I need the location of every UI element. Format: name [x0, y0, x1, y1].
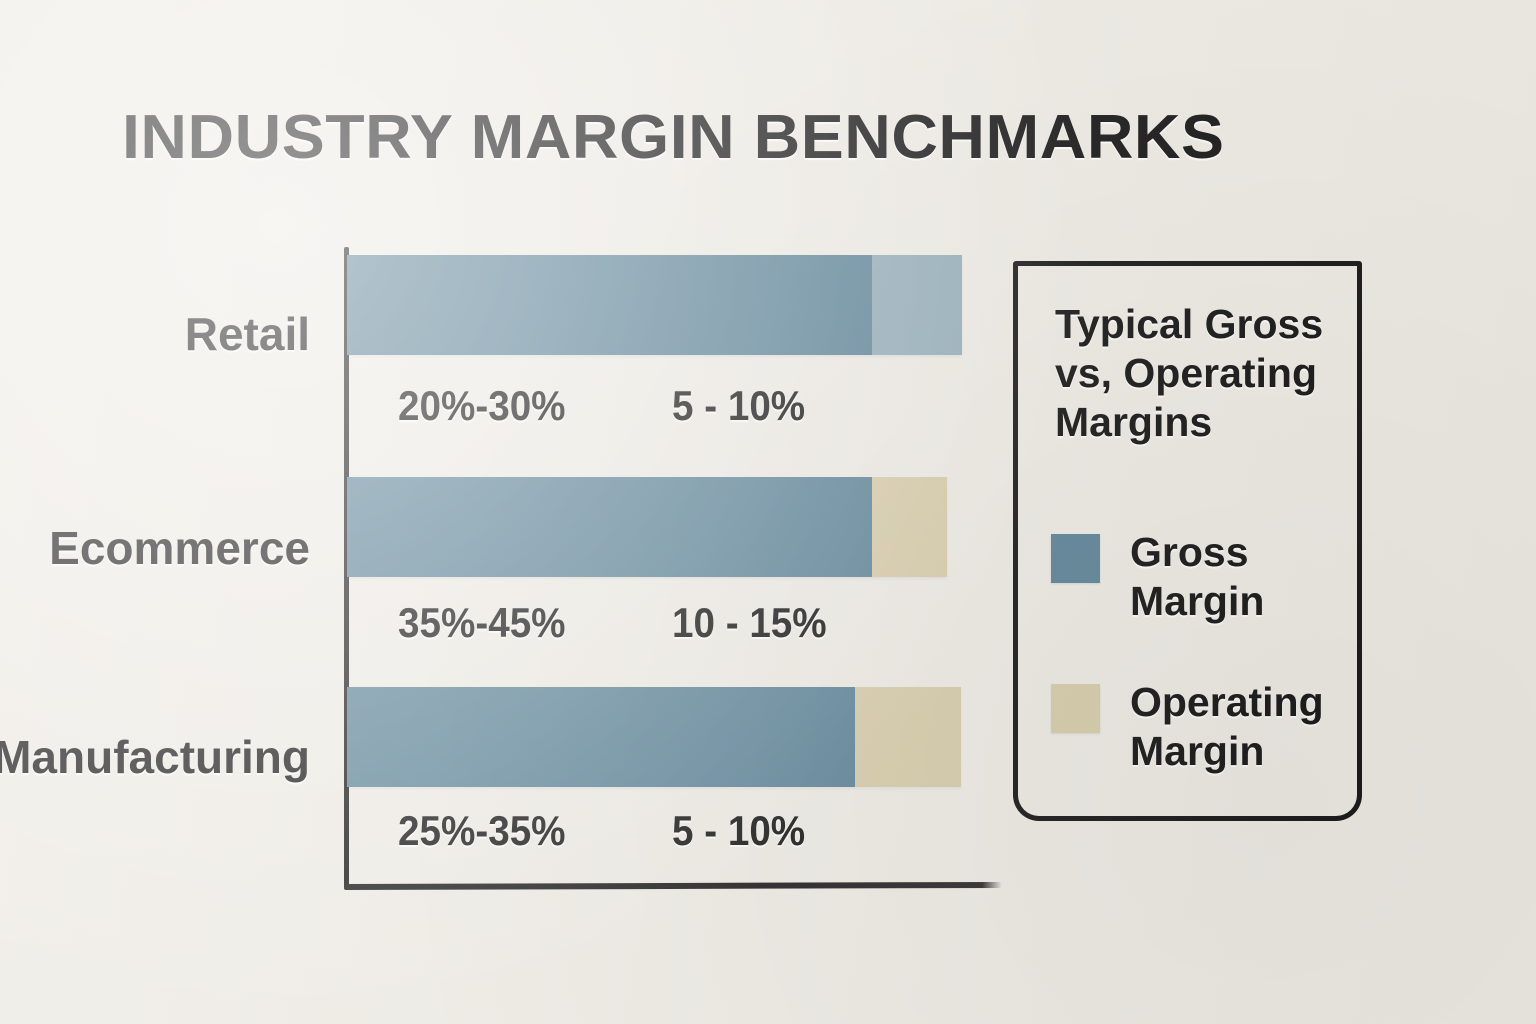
- legend-item-gross-margin[interactable]: Gross Margin: [1051, 528, 1361, 626]
- value-gross-retail: 20%-30%: [398, 382, 566, 429]
- bar-row-retail[interactable]: [347, 255, 962, 355]
- y-axis-line: [344, 247, 349, 890]
- category-label-ecommerce: Ecommerce: [49, 522, 310, 574]
- legend-item-operating-margin[interactable]: Operating Margin: [1051, 678, 1361, 776]
- bar-row-manufacturing[interactable]: [347, 687, 961, 787]
- bar-segment-operating: [872, 477, 947, 577]
- value-labels-ecommerce: 35%-45% 10 - 15%: [398, 600, 840, 646]
- legend-label-operating-line-2: Margin: [1130, 728, 1265, 774]
- legend-label-gross-line-2: Margin: [1130, 578, 1265, 624]
- bar-row-ecommerce[interactable]: [347, 477, 947, 577]
- bar-segment-operating: [872, 255, 962, 355]
- legend-title-line-3: Margins: [1055, 399, 1213, 445]
- value-gross-manufacturing: 25%-35%: [398, 807, 566, 854]
- value-operating-ecommerce: 10 - 15%: [672, 599, 827, 646]
- value-labels-retail: 20%-30% 5 - 10%: [398, 383, 817, 429]
- legend-label-gross: Gross Margin: [1130, 528, 1264, 626]
- legend-title-line-1: Typical Gross: [1055, 301, 1324, 347]
- legend-swatch-operating-icon: [1051, 684, 1100, 733]
- legend-swatch-gross-icon: [1051, 534, 1100, 583]
- page-title: INDUSTRY MARGIN BENCHMARKS: [122, 103, 1225, 172]
- legend-title-line-2: vs, Operating: [1055, 350, 1318, 396]
- legend-label-gross-line-1: Gross: [1130, 529, 1249, 575]
- category-label-retail: Retail: [184, 308, 310, 360]
- legend-title: Typical Gross vs, Operating Margins: [1055, 300, 1355, 447]
- bar-segment-gross: [347, 477, 872, 577]
- value-operating-retail: 5 - 10%: [672, 382, 806, 429]
- value-labels-manufacturing: 25%-35% 5 - 10%: [398, 808, 817, 854]
- legend-label-operating-line-1: Operating: [1130, 679, 1324, 725]
- bar-segment-gross: [347, 687, 855, 787]
- x-axis-line: [343, 881, 1003, 890]
- category-label-manufacturing: Manufacturing: [0, 731, 310, 783]
- bar-segment-operating: [855, 687, 961, 787]
- value-gross-ecommerce: 35%-45%: [398, 599, 566, 646]
- legend-label-operating: Operating Margin: [1130, 678, 1324, 776]
- value-operating-manufacturing: 5 - 10%: [672, 807, 806, 854]
- bar-segment-gross: [347, 255, 872, 355]
